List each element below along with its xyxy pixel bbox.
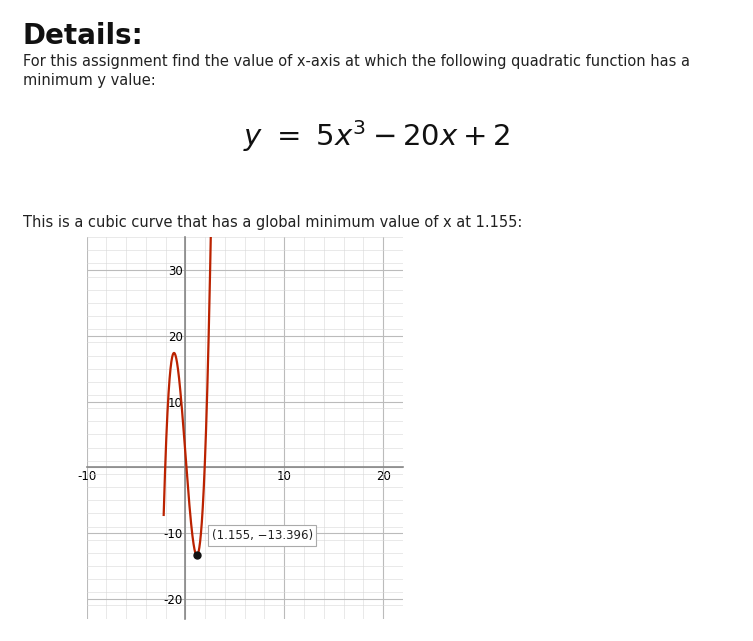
Text: minimum y value:: minimum y value: <box>23 73 155 88</box>
Text: $y\ =\ 5x^3 - 20x + 2$: $y\ =\ 5x^3 - 20x + 2$ <box>243 119 510 154</box>
Text: (1.155, −13.396): (1.155, −13.396) <box>212 529 312 542</box>
Text: This is a cubic curve that has a global minimum value of x at 1.155:: This is a cubic curve that has a global … <box>23 215 522 229</box>
Text: For this assignment find the value of x-axis at which the following quadratic fu: For this assignment find the value of x-… <box>23 54 690 69</box>
Text: Details:: Details: <box>23 22 143 51</box>
